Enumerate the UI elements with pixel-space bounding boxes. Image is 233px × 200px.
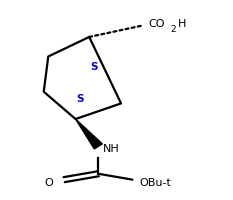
Polygon shape — [75, 119, 102, 149]
Text: 2: 2 — [170, 25, 176, 33]
Text: OBu-t: OBu-t — [139, 177, 171, 187]
Text: S: S — [90, 62, 97, 72]
Text: H: H — [178, 19, 186, 29]
Text: S: S — [76, 93, 84, 103]
Text: CO: CO — [148, 19, 165, 29]
Text: NH: NH — [103, 144, 120, 154]
Text: O: O — [44, 177, 53, 187]
